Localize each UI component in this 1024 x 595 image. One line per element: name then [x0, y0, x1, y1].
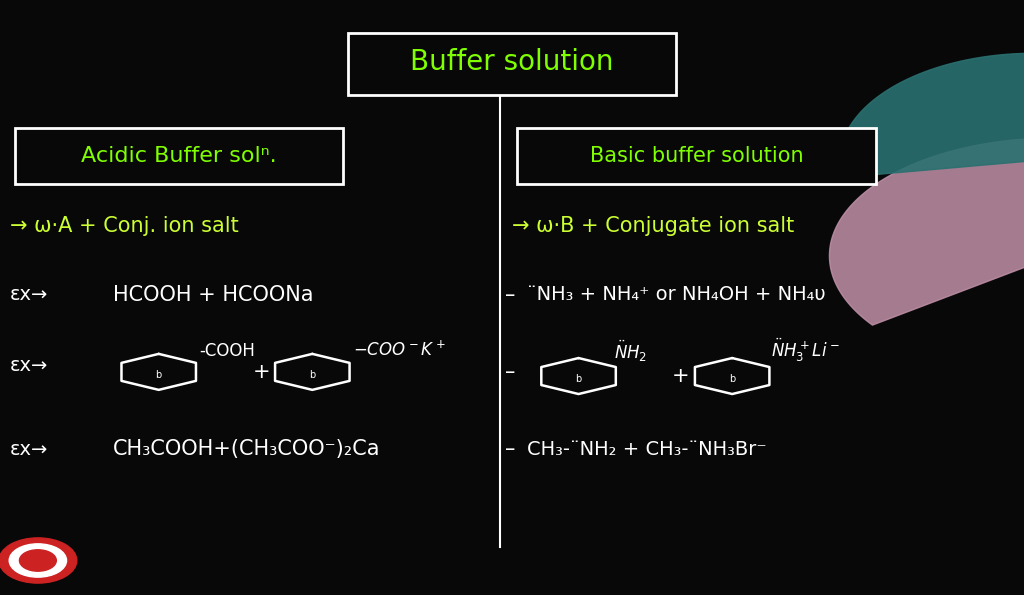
Text: b: b: [309, 370, 315, 380]
Text: → ω·B + Conjugate ion salt: → ω·B + Conjugate ion salt: [512, 216, 795, 236]
Text: -COOH: -COOH: [200, 342, 256, 360]
FancyBboxPatch shape: [15, 128, 343, 184]
Text: $\ddot{N}H_3^+Li^-$: $\ddot{N}H_3^+Li^-$: [771, 337, 840, 364]
Text: b: b: [729, 374, 735, 384]
Text: –: –: [505, 439, 515, 459]
Text: b: b: [156, 370, 162, 380]
Text: Acidic Buffer solⁿ.: Acidic Buffer solⁿ.: [81, 146, 278, 167]
Text: εx→: εx→: [10, 356, 48, 375]
Circle shape: [19, 550, 56, 571]
Polygon shape: [840, 54, 1024, 177]
Text: +: +: [672, 366, 690, 386]
Text: +: +: [252, 362, 270, 382]
Text: Buffer solution: Buffer solution: [411, 48, 613, 77]
Circle shape: [0, 538, 77, 583]
Circle shape: [9, 544, 67, 577]
Polygon shape: [829, 138, 1024, 325]
Text: –: –: [505, 362, 515, 382]
Text: $\ddot{N}H_2$: $\ddot{N}H_2$: [614, 339, 647, 364]
Text: CH₃-¨NH₂ + CH₃-¨NH₃Br⁻: CH₃-¨NH₂ + CH₃-¨NH₃Br⁻: [527, 440, 767, 459]
Text: → ω·A + Conj. ion salt: → ω·A + Conj. ion salt: [10, 216, 239, 236]
Text: –: –: [505, 284, 515, 305]
Text: εx→: εx→: [10, 285, 48, 304]
Text: ¨NH₃ + NH₄⁺ or NH₄OH + NH₄υ: ¨NH₃ + NH₄⁺ or NH₄OH + NH₄υ: [527, 285, 826, 304]
Text: εx→: εx→: [10, 440, 48, 459]
Text: HCOOH + HCOONa: HCOOH + HCOONa: [113, 284, 313, 305]
Text: Basic buffer solution: Basic buffer solution: [590, 146, 803, 167]
FancyBboxPatch shape: [517, 128, 876, 184]
Text: $-COO^-K^+$: $-COO^-K^+$: [353, 341, 445, 360]
FancyBboxPatch shape: [348, 33, 676, 95]
Text: CH₃COOH+(CH₃COO⁻)₂Ca: CH₃COOH+(CH₃COO⁻)₂Ca: [113, 439, 380, 459]
Text: b: b: [575, 374, 582, 384]
